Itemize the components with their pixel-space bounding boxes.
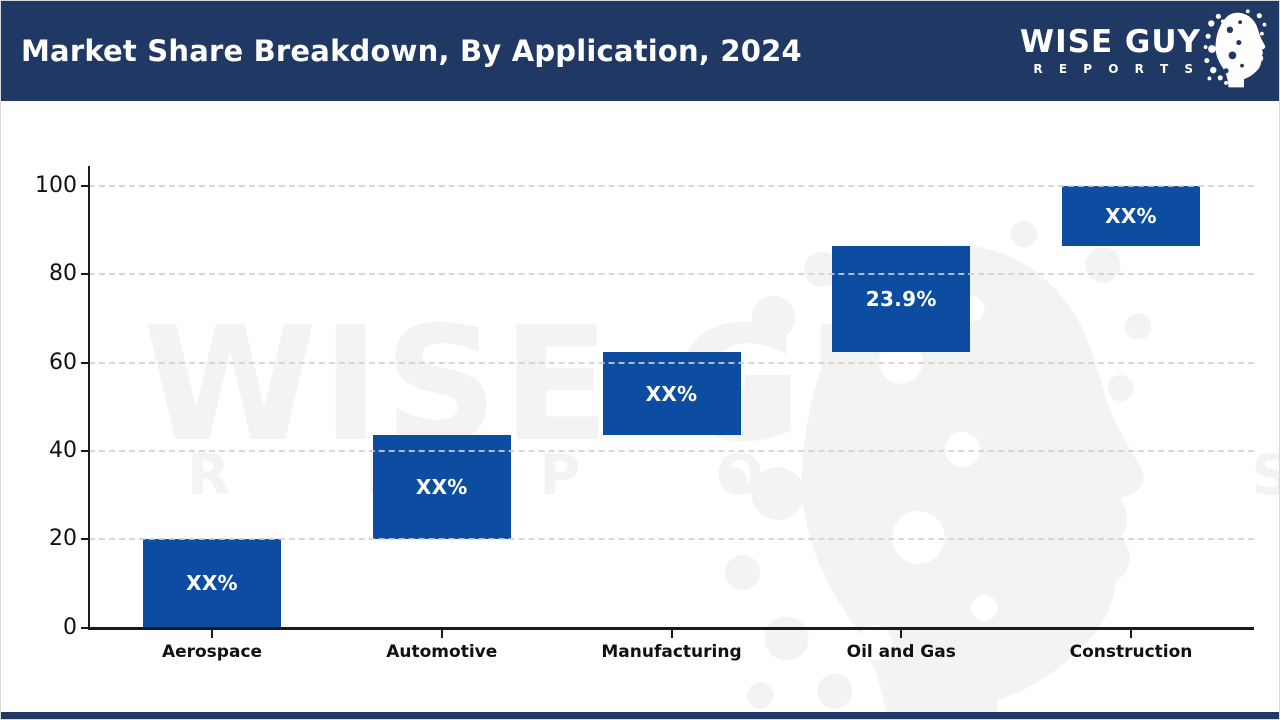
y-tick-label-40: 40: [49, 437, 77, 463]
gridline-20: [89, 538, 1254, 541]
x-axis-line: [88, 626, 1254, 630]
x-tick-4: [900, 629, 903, 638]
category-label-automotive: Automotive: [386, 641, 498, 662]
bar-manufacturing: XX%: [602, 351, 741, 436]
x-tick-3: [670, 629, 673, 638]
bar-value-label: 23.9%: [865, 286, 937, 311]
y-tick-0: [81, 626, 89, 629]
y-axis-line: [88, 166, 90, 630]
y-tick-60: [81, 361, 89, 364]
bar-automotive: XX%: [372, 435, 511, 540]
wiseguy-logo-text: WISE GUY R E P O R T S: [1019, 24, 1201, 76]
logo-subtitle: R E P O R T S: [1033, 62, 1199, 76]
category-label-manufacturing: Manufacturing: [601, 641, 742, 662]
footer-accent-bar: [1, 712, 1279, 719]
y-tick-label-0: 0: [63, 614, 77, 640]
bar-value-label: XX%: [1105, 204, 1157, 229]
logo-name: WISE GUY: [1019, 24, 1201, 60]
bar-value-label: XX%: [645, 381, 698, 406]
y-tick-100: [81, 185, 89, 187]
gridline-40: [89, 449, 1254, 452]
category-label-oil-and-gas: Oil and Gas: [846, 641, 956, 662]
gridline-60: [89, 361, 1254, 364]
y-tick-label-80: 80: [49, 261, 77, 287]
x-tick-5: [1130, 629, 1132, 638]
y-tick-80: [81, 273, 89, 276]
header-bar: Market Share Breakdown, By Application, …: [1, 1, 1279, 101]
x-tick-2: [440, 629, 443, 638]
bar-aerospace: XX%: [143, 539, 281, 628]
y-tick-20: [81, 538, 89, 541]
gridline-100: [89, 185, 1254, 187]
y-tick-label-100: 100: [35, 173, 77, 198]
page-title: Market Share Breakdown, By Application, …: [21, 34, 802, 68]
category-label-aerospace: Aerospace: [161, 641, 263, 662]
bar-construction: XX%: [1062, 186, 1200, 247]
gridline-80: [89, 273, 1254, 276]
y-tick-label-20: 20: [49, 526, 77, 552]
wiseguy-head-icon: [1203, 9, 1267, 93]
x-tick-1: [211, 629, 213, 638]
chart-area: WISE GUY R E P O R T S XX%XX%XX%23.9%XX%…: [1, 101, 1279, 714]
bar-value-label: XX%: [415, 475, 468, 500]
bar-oil-and-gas: 23.9%: [832, 246, 971, 352]
wiseguy-logo: WISE GUY R E P O R T S: [1020, 9, 1267, 93]
bar-value-label: XX%: [186, 571, 238, 596]
y-tick-40: [81, 449, 89, 452]
category-label-construction: Construction: [1069, 641, 1193, 662]
y-tick-label-60: 60: [49, 349, 77, 375]
